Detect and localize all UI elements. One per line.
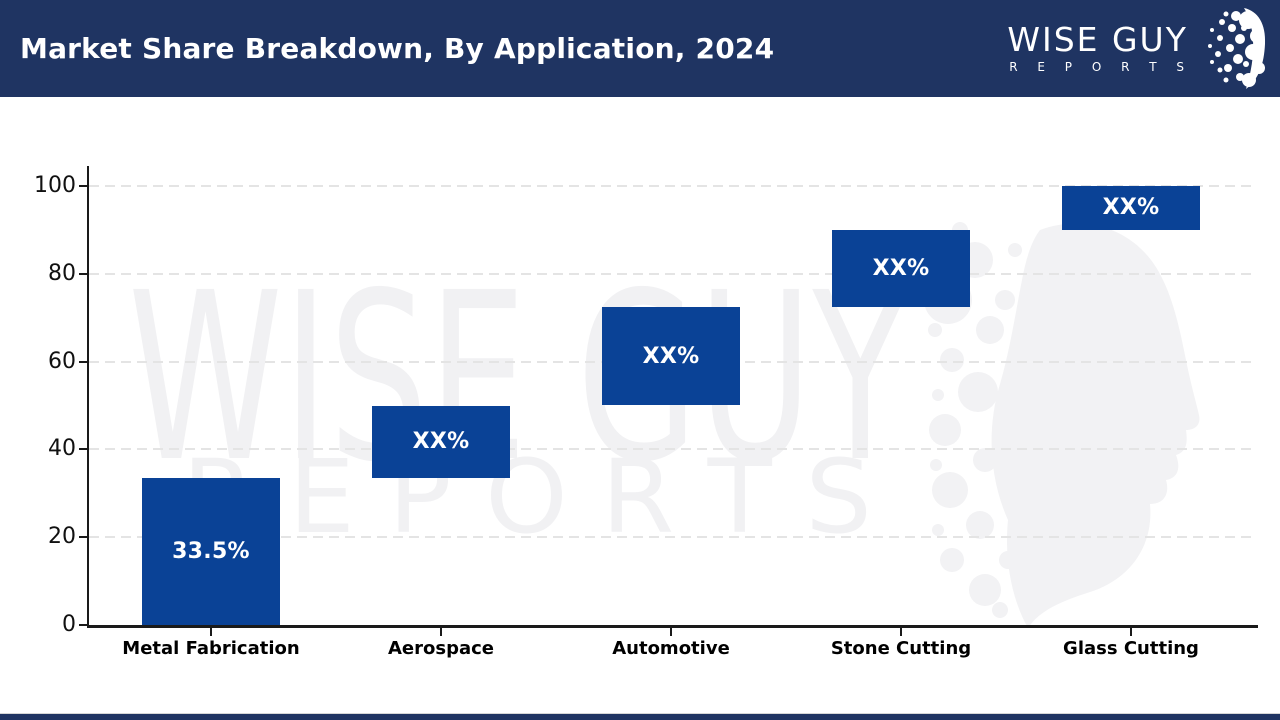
x-tick-3 — [670, 628, 672, 636]
bar-value-label: XX% — [412, 429, 470, 455]
gridline-100 — [89, 185, 1255, 187]
x-category-label: Glass Cutting — [1063, 638, 1199, 659]
page-title: Market Share Breakdown, By Application, … — [20, 32, 775, 65]
y-tick-label: 60 — [48, 348, 76, 374]
brand-logo-head-icon — [1208, 7, 1266, 89]
x-category-label: Metal Fabrication — [122, 638, 300, 659]
bar-value-label: XX% — [872, 255, 930, 281]
y-tick-80 — [79, 272, 87, 275]
y-tick-0 — [79, 624, 87, 626]
bar-value-label: XX% — [642, 343, 700, 369]
y-axis-spine — [87, 166, 89, 627]
bar-automotive: XX% — [602, 306, 740, 406]
y-tick-label: 20 — [48, 524, 76, 550]
x-category-label: Stone Cutting — [830, 638, 972, 659]
gridline-40 — [89, 448, 1255, 451]
bar-glass-cutting: XX% — [1062, 186, 1200, 230]
gridline-80 — [89, 272, 1255, 275]
x-axis-spine — [87, 625, 1258, 628]
x-tick-4 — [900, 628, 902, 636]
x-tick-2 — [440, 628, 442, 636]
x-category-label: Aerospace — [387, 638, 494, 659]
gridline-20 — [89, 536, 1255, 539]
y-tick-label: 80 — [48, 260, 76, 286]
bar-metal-fabrication: 33.5% — [142, 477, 280, 625]
y-tick-40 — [79, 448, 87, 451]
header-bar: Market Share Breakdown, By Application, … — [0, 0, 1280, 97]
y-tick-label: 40 — [48, 436, 76, 462]
y-tick-20 — [79, 536, 87, 539]
brand-logo-reports: R E P O R T S — [1009, 59, 1192, 74]
y-tick-100 — [79, 185, 87, 187]
brand-logo-wordmark: WISE GUY — [1007, 20, 1188, 60]
y-tick-label: 0 — [62, 612, 76, 637]
bar-value-label: 33.5% — [172, 538, 250, 564]
footer-hairline — [0, 713, 1280, 714]
brand-logo-text: WISE GUY R E P O R T S — [1003, 23, 1192, 74]
bar-value-label: XX% — [1102, 195, 1160, 221]
bar-stone-cutting: XX% — [832, 229, 970, 307]
x-tick-5 — [1130, 628, 1132, 636]
x-category-label: Automotive — [612, 638, 730, 659]
x-tick-1 — [210, 628, 212, 636]
bar-aerospace: XX% — [372, 405, 510, 478]
brand-logo: WISE GUY R E P O R T S — [1003, 6, 1280, 92]
y-tick-label: 100 — [34, 173, 76, 198]
y-tick-60 — [79, 360, 87, 363]
footer-bar — [0, 714, 1280, 720]
